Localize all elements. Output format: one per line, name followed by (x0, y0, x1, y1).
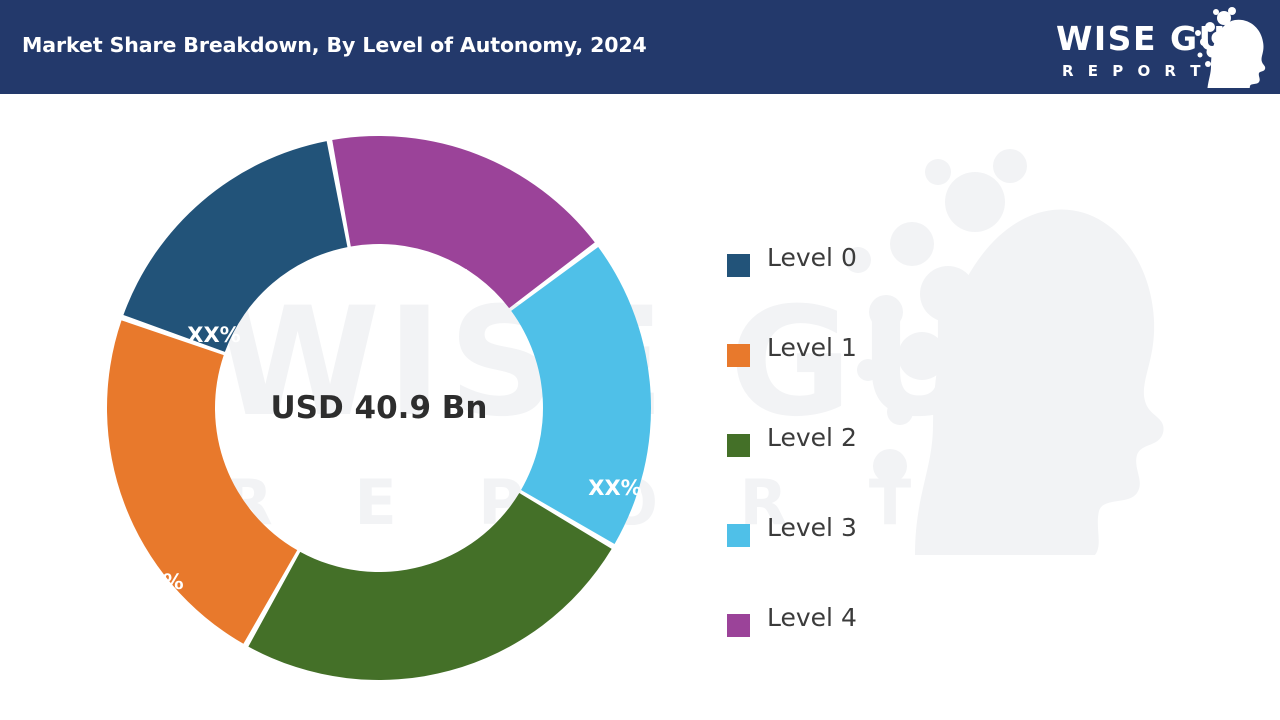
chart-canvas: WISE GUY R E P O R T S USD 40.9 Bn XX% X (0, 94, 1280, 720)
legend-item-level-3[interactable]: Level 3 (727, 434, 987, 547)
logo-wordmark-secondary: R E P O R T S (1062, 62, 1230, 80)
legend-swatch-icon (727, 344, 750, 367)
slice-label-level-1: XX% (130, 570, 184, 594)
legend-item-label: Level 0 (767, 243, 857, 272)
donut-slice-level-0[interactable] (123, 141, 348, 352)
donut-chart-svg (106, 136, 651, 680)
header-bar: Market Share Breakdown, By Level of Auto… (0, 0, 1280, 94)
legend-swatch-icon (727, 614, 750, 637)
page-title: Market Share Breakdown, By Level of Auto… (22, 33, 647, 57)
slice-label-level-0: XX% (187, 323, 241, 347)
donut-chart: USD 40.9 Bn XX%XX%25.3%XX%XX% (0, 94, 1280, 720)
legend-item-label: Level 4 (767, 603, 857, 632)
wise-guy-reports-logo: WISE GUY R E P O R T S (1052, 6, 1274, 88)
donut-center-label: USD 40.9 Bn (270, 390, 488, 426)
donut-slice-level-4[interactable] (332, 136, 595, 309)
donut-slice-level-3[interactable] (511, 246, 651, 544)
donut-slice-level-2[interactable] (248, 492, 612, 680)
legend-swatch-icon (727, 254, 750, 277)
legend-item-level-4[interactable]: Level 4 (727, 524, 987, 637)
legend-item-label: Level 3 (767, 513, 857, 542)
slice-label-level-3: XX% (588, 476, 642, 500)
legend-item-level-0[interactable]: Level 0 (727, 164, 987, 277)
legend-item-level-2[interactable]: Level 2 (727, 344, 987, 457)
donut-slice-level-1[interactable] (106, 320, 298, 644)
chart-legend: Level 0 Level 1 Level 2 Level 3 Level 4 (727, 164, 987, 637)
legend-item-label: Level 1 (767, 333, 857, 362)
legend-item-label: Level 2 (767, 423, 857, 452)
legend-swatch-icon (727, 524, 750, 547)
legend-swatch-icon (727, 434, 750, 457)
legend-item-level-1[interactable]: Level 1 (727, 254, 987, 367)
slice-label-level-4: XX% (418, 266, 472, 290)
head-profile-dots-icon (1195, 7, 1266, 88)
